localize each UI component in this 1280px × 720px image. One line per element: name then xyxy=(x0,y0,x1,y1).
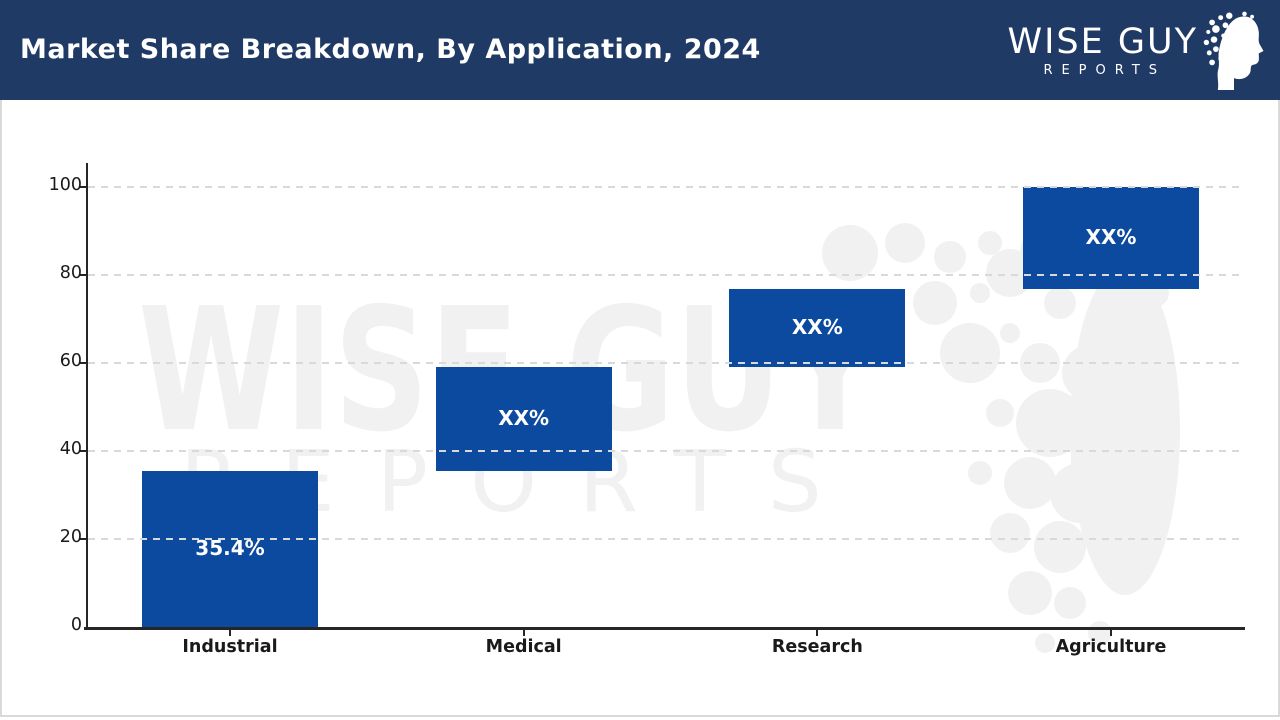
y-tick-label-100: 100 xyxy=(48,175,82,195)
logo-head-icon xyxy=(1203,11,1264,91)
y-tick-mark-20 xyxy=(79,538,86,540)
category-label-industrial: Industrial xyxy=(182,637,278,657)
left-border xyxy=(0,100,2,717)
bar-value-label-medical: XX% xyxy=(498,406,550,431)
gridline-20 xyxy=(88,538,1245,540)
y-tick-label-80: 80 xyxy=(59,263,82,283)
chart-title: Market Share Breakdown, By Application, … xyxy=(20,34,761,65)
gridline-40 xyxy=(88,450,1245,452)
header-bar: Market Share Breakdown, By Application, … xyxy=(0,0,1280,100)
y-tick-label-40: 40 xyxy=(59,439,82,459)
category-label-agriculture: Agriculture xyxy=(1055,637,1167,657)
bar-medical xyxy=(435,366,612,472)
y-tick-mark-60 xyxy=(79,362,86,364)
y-tick-label-20: 20 xyxy=(59,527,82,547)
bar-value-label-industrial: 35.4% xyxy=(195,536,265,561)
bar-agriculture xyxy=(1023,187,1199,289)
gridline-60 xyxy=(88,362,1245,364)
category-label-medical: Medical xyxy=(485,637,562,657)
category-label-research: Research xyxy=(771,637,863,657)
y-axis-spine xyxy=(86,163,88,629)
plot-area: 0 20 40 60 80 100 Industrial 35.4% Medical XX% Res… xyxy=(49,163,1245,657)
gridline-100 xyxy=(88,186,1245,188)
bottom-border xyxy=(0,715,1280,717)
y-tick-mark-100 xyxy=(79,186,86,188)
logo-wordmark: WISE GUY REPORTS xyxy=(1007,21,1198,78)
brand-logo: WISE GUY REPORTS xyxy=(1007,8,1266,94)
bar-value-label-agriculture: XX% xyxy=(1085,224,1137,249)
right-border xyxy=(1278,100,1280,717)
logo-wordmark-line2: REPORTS xyxy=(1043,62,1167,78)
y-tick-mark-80 xyxy=(79,274,86,276)
bar-industrial xyxy=(142,471,318,627)
y-tick-mark-40 xyxy=(79,450,86,452)
y-tick-label-60: 60 xyxy=(59,351,82,371)
bar-research xyxy=(729,288,906,367)
x-tick-mark-medical xyxy=(522,629,525,636)
x-tick-mark-agriculture xyxy=(1110,629,1112,636)
gridline-80 xyxy=(88,274,1245,276)
y-tick-label-0: 0 xyxy=(70,615,82,635)
logo-wordmark-line1: WISE GUY xyxy=(1007,21,1198,62)
bar-value-label-research: XX% xyxy=(791,314,843,339)
x-tick-mark-industrial xyxy=(229,629,231,636)
x-tick-mark-research xyxy=(816,629,819,636)
x-axis-spine xyxy=(84,627,1245,630)
